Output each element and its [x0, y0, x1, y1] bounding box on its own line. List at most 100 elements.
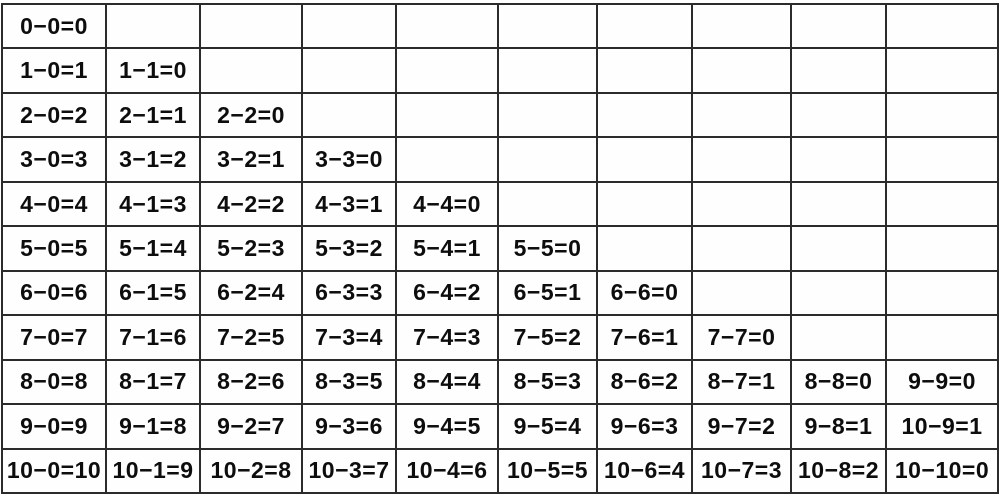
table-row: 7−0=7 7−1=6 7−2=5 7−3=4 7−4=3 7−5=2 7−6=1 7−7=0: [1, 314, 999, 361]
equation-cell: 5−2=3: [199, 225, 303, 272]
equation-cell: 7−0=7: [1, 314, 107, 361]
empty-cell: [199, 2, 303, 50]
equation-cell: 7−1=6: [105, 314, 201, 361]
empty-cell: [885, 269, 999, 317]
equation-cell: 9−1=8: [105, 403, 201, 450]
empty-cell: [596, 2, 693, 50]
equation-cell: 9−2=7: [199, 403, 303, 450]
table-row: 6−0=6 6−1=5 6−2=4 6−3=3 6−4=2 6−5=1 6−6=0: [1, 269, 999, 317]
equation-cell: 9−9=0: [885, 358, 999, 406]
equation-cell: 10−6=4: [596, 447, 693, 495]
equation-cell: 2−0=2: [1, 91, 107, 139]
equation-cell: 7−2=5: [199, 314, 303, 361]
equation-cell: 8−3=5: [301, 358, 397, 406]
empty-cell: [885, 91, 999, 139]
empty-cell: [497, 2, 598, 50]
equation-cell: 8−6=2: [596, 358, 693, 406]
equation-cell: 9−3=6: [301, 403, 397, 450]
empty-cell: [395, 47, 499, 94]
equation-cell: 5−1=4: [105, 225, 201, 272]
empty-cell: [691, 136, 792, 183]
equation-cell: 3−3=0: [301, 136, 397, 183]
empty-cell: [301, 2, 397, 50]
equation-cell: 5−4=1: [395, 225, 499, 272]
empty-cell: [885, 225, 999, 272]
empty-cell: [596, 47, 693, 94]
empty-cell: [691, 225, 792, 272]
empty-cell: [301, 47, 397, 94]
equation-cell: 4−2=2: [199, 180, 303, 228]
equation-cell: 9−0=9: [1, 403, 107, 450]
equation-cell: 7−5=2: [497, 314, 598, 361]
empty-cell: [790, 91, 887, 139]
table-row: 4−0=4 4−1=3 4−2=2 4−3=1 4−4=0: [1, 180, 999, 228]
empty-cell: [596, 180, 693, 228]
equation-cell: 10−7=3: [691, 447, 792, 495]
equation-cell: 5−5=0: [497, 225, 598, 272]
table-row: 0−0=0: [1, 2, 999, 50]
empty-cell: [790, 136, 887, 183]
table-row: 10−0=10 10−1=9 10−2=8 10−3=7 10−4=6 10−5=5 10−…: [1, 447, 999, 495]
empty-cell: [885, 2, 999, 50]
equation-cell: 4−1=3: [105, 180, 201, 228]
table-row: 8−0=8 8−1=7 8−2=6 8−3=5 8−4=4 8−5=3 8−6=2 8−7=1…: [1, 358, 999, 406]
empty-cell: [497, 47, 598, 94]
equation-cell: 2−1=1: [105, 91, 201, 139]
empty-cell: [885, 47, 999, 94]
empty-cell: [497, 136, 598, 183]
equation-cell: 6−2=4: [199, 269, 303, 317]
empty-cell: [790, 269, 887, 317]
empty-cell: [790, 314, 887, 361]
empty-cell: [885, 136, 999, 183]
empty-cell: [691, 47, 792, 94]
equation-cell: 10−2=8: [199, 447, 303, 495]
empty-cell: [691, 2, 792, 50]
equation-cell: 10−4=6: [395, 447, 499, 495]
equation-cell: 5−3=2: [301, 225, 397, 272]
empty-cell: [105, 2, 201, 50]
equation-cell: 1−1=0: [105, 47, 201, 94]
equation-cell: 1−0=1: [1, 47, 107, 94]
equation-cell: 5−0=5: [1, 225, 107, 272]
equation-cell: 6−6=0: [596, 269, 693, 317]
empty-cell: [395, 136, 499, 183]
empty-cell: [497, 180, 598, 228]
empty-cell: [596, 91, 693, 139]
empty-cell: [395, 91, 499, 139]
equation-cell: 0−0=0: [1, 2, 107, 50]
equation-cell: 4−0=4: [1, 180, 107, 228]
equation-cell: 10−9=1: [885, 403, 999, 450]
empty-cell: [199, 47, 303, 94]
equation-cell: 9−8=1: [790, 403, 887, 450]
equation-cell: 4−4=0: [395, 180, 499, 228]
equation-cell: 10−0=10: [1, 447, 107, 495]
equation-cell: 8−2=6: [199, 358, 303, 406]
equation-cell: 7−7=0: [691, 314, 792, 361]
equation-cell: 8−7=1: [691, 358, 792, 406]
empty-cell: [395, 2, 499, 50]
empty-cell: [596, 225, 693, 272]
equation-cell: 9−5=4: [497, 403, 598, 450]
equation-cell: 10−8=2: [790, 447, 887, 495]
equation-cell: 10−5=5: [497, 447, 598, 495]
empty-cell: [790, 225, 887, 272]
equation-cell: 4−3=1: [301, 180, 397, 228]
empty-cell: [790, 47, 887, 94]
equation-cell: 6−4=2: [395, 269, 499, 317]
empty-cell: [596, 136, 693, 183]
empty-cell: [497, 91, 598, 139]
equation-cell: 8−8=0: [790, 358, 887, 406]
empty-cell: [301, 91, 397, 139]
table-row: 3−0=3 3−1=2 3−2=1 3−3=0: [1, 136, 999, 183]
equation-cell: 8−5=3: [497, 358, 598, 406]
equation-cell: 7−6=1: [596, 314, 693, 361]
empty-cell: [691, 269, 792, 317]
equation-cell: 10−10=0: [885, 447, 999, 495]
equation-cell: 7−3=4: [301, 314, 397, 361]
table-row: 9−0=9 9−1=8 9−2=7 9−3=6 9−4=5 9−5=4 9−6=3 9−7=2…: [1, 403, 999, 450]
table-row: 2−0=2 2−1=1 2−2=0: [1, 91, 999, 139]
empty-cell: [790, 2, 887, 50]
equation-cell: 3−1=2: [105, 136, 201, 183]
